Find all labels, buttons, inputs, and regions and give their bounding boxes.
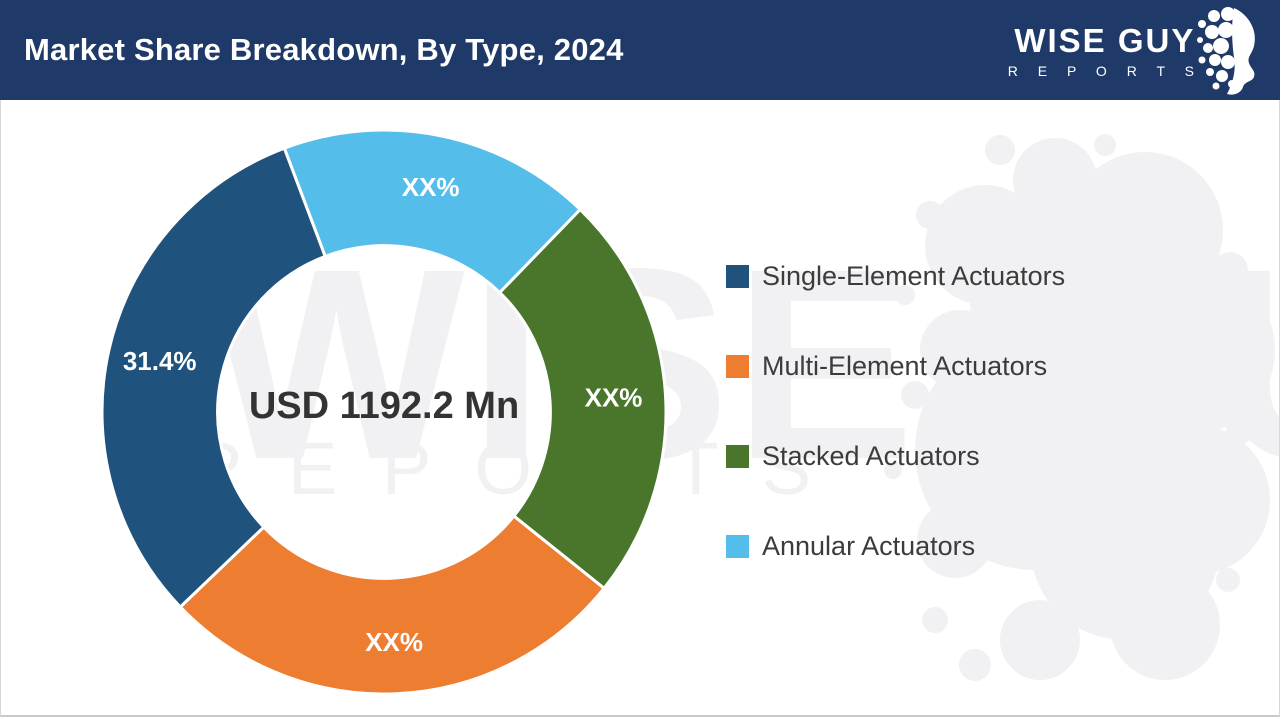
legend-item-annular-actuators: Annular Actuators [726, 530, 1065, 561]
slice-percentage-label: XX% [365, 627, 423, 657]
legend-swatch [726, 354, 749, 378]
donut-center-value: USD 1192.2 Mn [248, 385, 520, 427]
watermark-text-line2: R E P O R T S [190, 427, 824, 510]
chart-legend: Single-Element Actuators Multi-Element Ac… [726, 260, 1066, 622]
slice-percentage-label: 31.4% [123, 346, 197, 376]
slice-percentage-label: XX% [585, 383, 643, 413]
donut-slice-annular-actuators [282, 128, 583, 295]
legend-label: Multi-Element Actuators [762, 350, 1048, 381]
donut-slice-multi-element-actuators [178, 513, 607, 696]
page-title: Market Share Breakdown, By Type, 2024 [24, 32, 624, 67]
donut-slice-single-element-actuators [100, 146, 328, 610]
legend-label: Stacked Actuators [762, 440, 980, 471]
legend-label: Annular Actuators [762, 530, 976, 561]
legend-swatch [726, 444, 749, 468]
legend-swatch [726, 264, 749, 288]
page-bottom-border [0, 715, 1280, 717]
logo-text: WISE GUY R E P O R T S [1008, 22, 1202, 79]
logo-face-icon [1197, 7, 1255, 95]
slice-percentage-label: XX% [402, 172, 460, 202]
legend-item-single-element-actuators: Single-Element Actuators [726, 260, 1066, 291]
logo-subtitle: R E P O R T S [1007, 63, 1202, 79]
header-bar: Market Share Breakdown, By Type, 2024 WI… [0, 0, 1280, 100]
legend-item-multi-element-actuators: Multi-Element Actuators [726, 350, 1065, 381]
logo-wordmark: WISE GUY [1014, 22, 1196, 59]
wise-guy-reports-logo: WISE GUY R E P O R T S [994, 0, 1264, 100]
legend-label: Single-Element Actuators [762, 260, 1066, 291]
page-left-border [0, 100, 1, 716]
legend-swatch [726, 534, 749, 558]
donut-slice-stacked-actuators [497, 207, 668, 591]
legend-item-stacked-actuators: Stacked Actuators [726, 440, 1065, 471]
